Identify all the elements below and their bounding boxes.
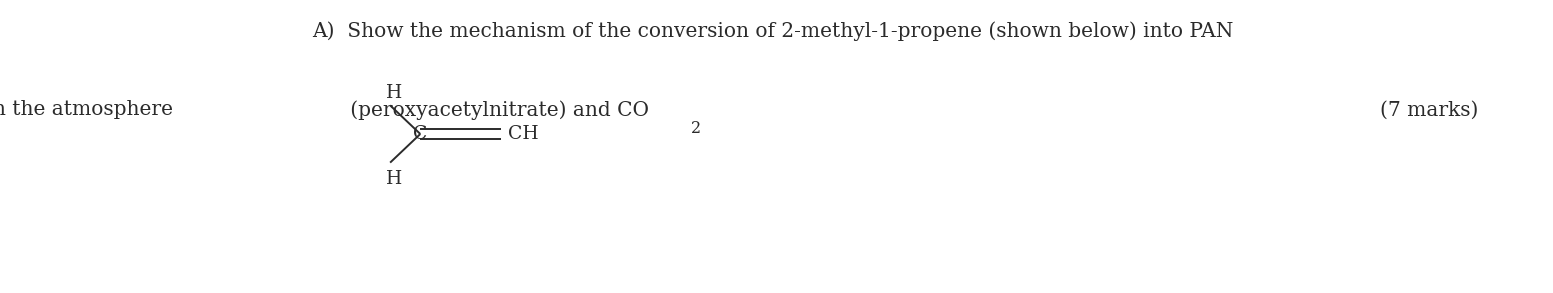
Text: in the atmosphere: in the atmosphere bbox=[0, 100, 174, 119]
Text: CH: CH bbox=[508, 125, 539, 143]
Text: (peroxyacetylnitrate) and CO: (peroxyacetylnitrate) and CO bbox=[312, 100, 649, 120]
Text: C: C bbox=[413, 125, 427, 143]
Text: (7 marks): (7 marks) bbox=[1381, 100, 1478, 119]
Text: H: H bbox=[387, 84, 402, 102]
Text: H: H bbox=[387, 170, 402, 188]
Text: 2: 2 bbox=[691, 120, 700, 137]
Text: A)  Show the mechanism of the conversion of 2-methyl-1-propene (shown below) int: A) Show the mechanism of the conversion … bbox=[312, 21, 1233, 41]
